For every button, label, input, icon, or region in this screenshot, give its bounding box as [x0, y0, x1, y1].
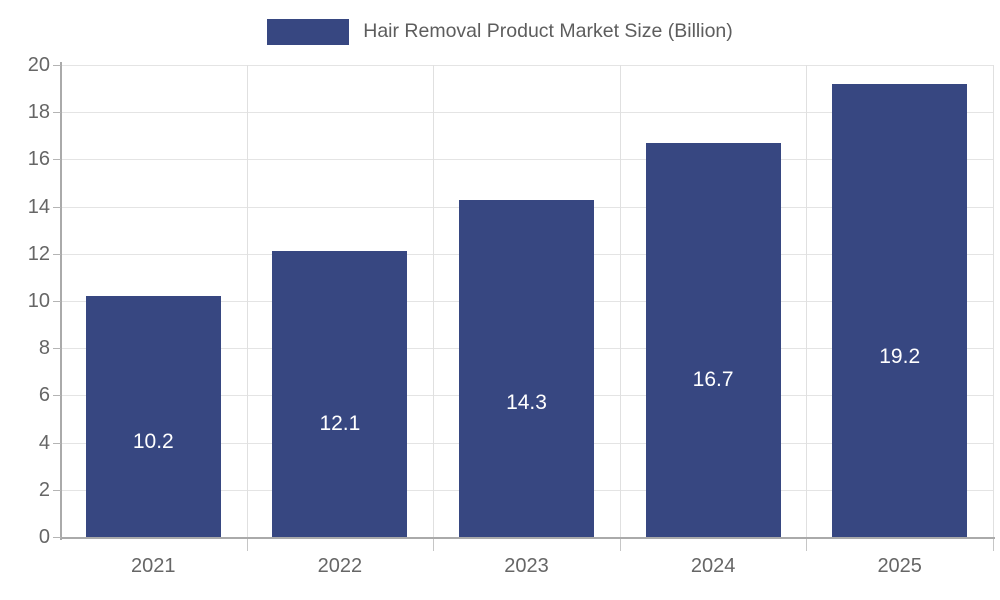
- y-axis-tick-mark: [53, 253, 61, 255]
- y-axis-tick-label: 2: [38, 478, 50, 501]
- y-axis-tick-mark: [53, 395, 61, 397]
- y-axis-tick-label: 20: [27, 54, 50, 76]
- bar-value-label: 19.2: [879, 344, 921, 368]
- gridline-horizontal: [60, 159, 993, 161]
- y-axis-tick-mark: [53, 65, 61, 66]
- x-axis-tick-mark: [247, 539, 248, 551]
- y-axis-line: [60, 62, 62, 540]
- legend-color-swatch: [267, 19, 350, 45]
- bar[interactable]: [272, 251, 408, 537]
- y-axis-tick-label: 0: [38, 526, 50, 548]
- bar[interactable]: [459, 199, 594, 537]
- y-axis-tick-mark: [53, 537, 61, 538]
- bar[interactable]: [645, 142, 781, 537]
- y-axis-tick-mark: [53, 348, 61, 350]
- y-axis-tick-mark: [53, 489, 61, 491]
- y-axis-tick-mark: [53, 442, 61, 444]
- legend-label: Hair Removal Product Market Size (Billio…: [363, 20, 733, 43]
- gridline-vertical: [993, 65, 994, 537]
- bar-value-label: 16.7: [692, 368, 734, 392]
- gridline-vertical: [806, 65, 807, 537]
- x-axis-tick-mark: [433, 539, 434, 551]
- bar-value-label: 10.2: [132, 429, 174, 453]
- y-axis-tick-label: 6: [38, 384, 50, 407]
- y-axis-tick-label: 16: [27, 148, 50, 171]
- gridline-vertical: [247, 65, 248, 537]
- gridline-horizontal: [60, 112, 993, 114]
- y-axis-tick-label: 8: [38, 337, 50, 360]
- x-axis-line: [60, 537, 995, 539]
- y-axis-tick-labels: 0 2 4 6 8 10 12 14 16 18 20: [0, 0, 50, 600]
- x-axis-category-label: 2022: [317, 555, 363, 577]
- y-axis-tick-label: 12: [27, 242, 50, 265]
- x-axis-tick-mark: [806, 539, 807, 551]
- y-axis-tick-mark: [53, 159, 61, 161]
- x-axis-category-label: 2021: [131, 555, 176, 577]
- gridline-vertical: [620, 65, 621, 537]
- y-axis-tick-label: 18: [27, 101, 50, 124]
- y-axis-tick-label: 10: [27, 290, 50, 312]
- plot-area: 10.2 12.1 14.3 16.7 19.2: [60, 65, 994, 538]
- x-axis-category-label: 2023: [504, 555, 549, 577]
- chart-legend: Hair Removal Product Market Size (Billio…: [0, 12, 1000, 52]
- x-axis-category-label: 2025: [877, 555, 922, 577]
- y-axis-tick-mark: [53, 206, 61, 208]
- y-axis-tick-mark: [53, 301, 61, 302]
- bar-value-label: 12.1: [319, 411, 361, 435]
- bar-value-label: 14.3: [506, 391, 547, 414]
- gridline-horizontal: [60, 65, 993, 66]
- x-axis-tick-mark: [620, 539, 621, 551]
- legend-entry-market-size[interactable]: Hair Removal Product Market Size (Billio…: [267, 19, 733, 45]
- bar[interactable]: [85, 296, 221, 537]
- bar[interactable]: [832, 83, 968, 537]
- gridline-vertical: [433, 65, 434, 537]
- y-axis-tick-mark: [53, 112, 61, 114]
- x-axis-category-label: 2024: [690, 555, 736, 577]
- y-axis-tick-label: 4: [38, 431, 50, 454]
- y-axis-tick-label: 14: [27, 195, 50, 218]
- x-axis-tick-mark: [993, 539, 994, 551]
